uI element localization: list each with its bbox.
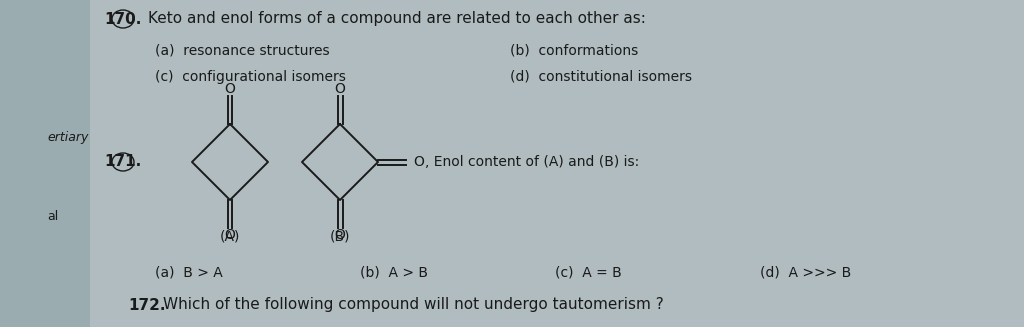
Text: ertiary: ertiary [47, 130, 88, 144]
Text: 172.: 172. [128, 298, 166, 313]
Text: (b)  conformations: (b) conformations [510, 44, 638, 58]
Text: 170.: 170. [104, 11, 141, 26]
Text: (a)  resonance structures: (a) resonance structures [155, 44, 330, 58]
Text: O: O [413, 155, 424, 169]
Text: (d)  constitutional isomers: (d) constitutional isomers [510, 70, 692, 84]
Text: (c)  A = B: (c) A = B [555, 265, 622, 279]
Text: , Enol content of (A) and (B) is:: , Enol content of (A) and (B) is: [425, 155, 639, 169]
Text: O: O [335, 82, 345, 96]
Text: O: O [335, 228, 345, 242]
Text: (A): (A) [220, 230, 241, 244]
Text: Which of the following compound will not undergo tautomerism ?: Which of the following compound will not… [163, 298, 664, 313]
Text: (b)  A > B: (b) A > B [360, 265, 428, 279]
Text: O: O [224, 228, 236, 242]
Text: (B): (B) [330, 230, 350, 244]
Text: Keto and enol forms of a compound are related to each other as:: Keto and enol forms of a compound are re… [148, 11, 646, 26]
Text: (d)  A >>> B: (d) A >>> B [760, 265, 851, 279]
Text: (c)  configurational isomers: (c) configurational isomers [155, 70, 346, 84]
Text: al: al [47, 211, 58, 223]
Text: 171.: 171. [104, 154, 141, 169]
FancyBboxPatch shape [0, 0, 90, 327]
Text: O: O [224, 82, 236, 96]
Text: (a)  B > A: (a) B > A [155, 265, 223, 279]
